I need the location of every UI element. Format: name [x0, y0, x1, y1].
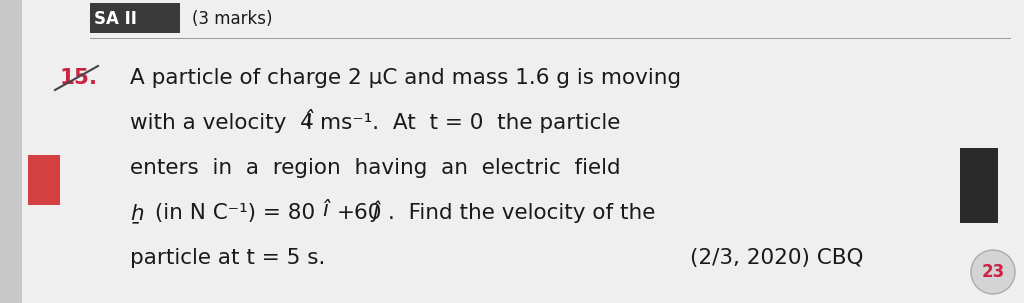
- FancyBboxPatch shape: [90, 3, 180, 33]
- Text: with a velocity  4: with a velocity 4: [130, 113, 314, 133]
- FancyBboxPatch shape: [961, 148, 998, 223]
- Text: SA II: SA II: [94, 10, 137, 28]
- Text: ĵ: ĵ: [372, 200, 378, 221]
- Text: A particle of charge 2 μC and mass 1.6 g is moving: A particle of charge 2 μC and mass 1.6 g…: [130, 68, 681, 88]
- Text: 15.: 15.: [60, 68, 98, 88]
- Text: ms⁻¹.  At  t = 0  the particle: ms⁻¹. At t = 0 the particle: [319, 113, 621, 133]
- Text: (in N C⁻¹) = 80: (in N C⁻¹) = 80: [148, 203, 315, 223]
- Text: (2/3, 2020) CBQ: (2/3, 2020) CBQ: [690, 248, 863, 268]
- Text: 23: 23: [981, 263, 1005, 281]
- Text: ẖ: ẖ: [130, 203, 143, 223]
- Text: (3 marks): (3 marks): [193, 10, 272, 28]
- FancyBboxPatch shape: [0, 0, 22, 303]
- FancyBboxPatch shape: [28, 155, 60, 205]
- Text: +60: +60: [337, 203, 382, 223]
- Text: enters  in  a  region  having  an  electric  field: enters in a region having an electric fi…: [130, 158, 621, 178]
- Circle shape: [971, 250, 1015, 294]
- Text: î: î: [322, 200, 328, 220]
- Text: .  Find the velocity of the: . Find the velocity of the: [388, 203, 655, 223]
- Text: particle at t = 5 s.: particle at t = 5 s.: [130, 248, 326, 268]
- FancyBboxPatch shape: [22, 0, 1024, 303]
- Text: î: î: [305, 110, 311, 130]
